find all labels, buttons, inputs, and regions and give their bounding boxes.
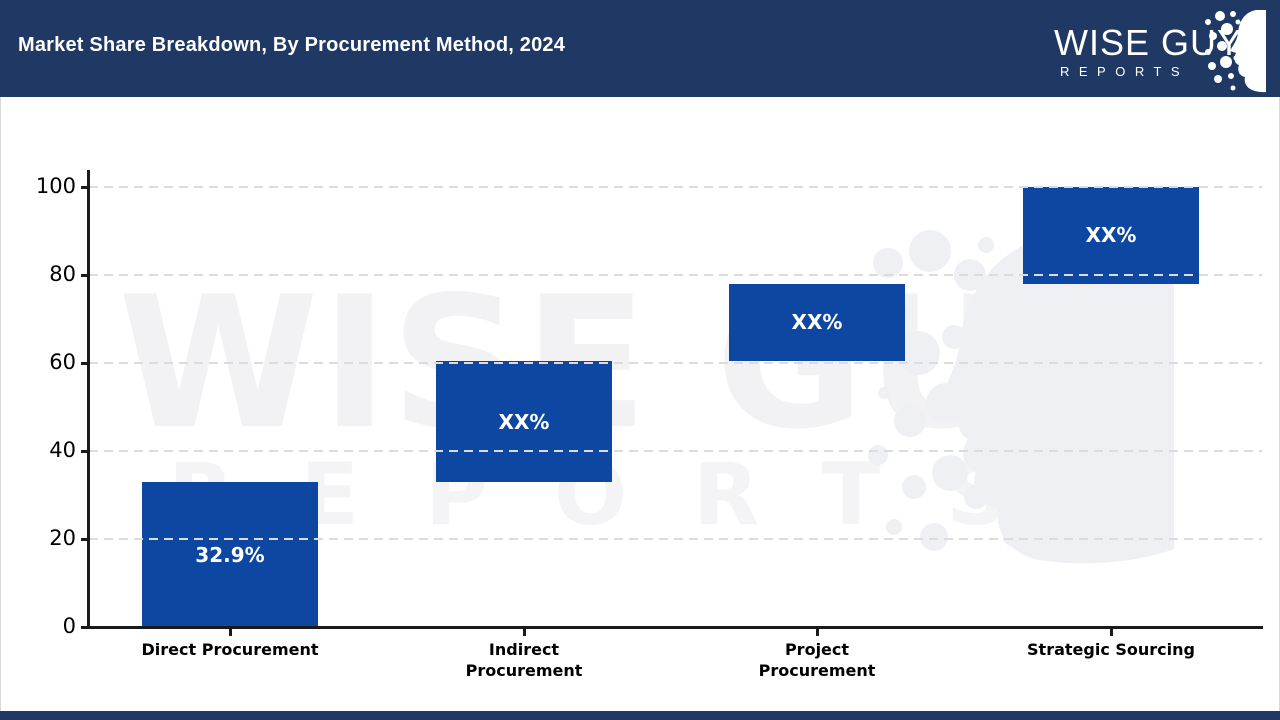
waterfall-bar: 32.9%	[142, 482, 318, 627]
chart-title: Market Share Breakdown, By Procurement M…	[18, 34, 566, 56]
y-tick-mark	[81, 450, 87, 453]
x-tick-mark	[1110, 628, 1113, 636]
x-tick-mark	[523, 628, 526, 636]
y-tick-label: 60	[49, 350, 76, 374]
x-axis-label: Indirect Procurement	[465, 640, 583, 680]
y-tick-mark	[81, 362, 87, 365]
x-tick-mark	[229, 628, 232, 636]
gridline	[89, 538, 1262, 540]
y-tick-label: 80	[49, 262, 76, 286]
x-tick-mark	[816, 628, 819, 636]
y-tick-mark	[81, 186, 87, 189]
brand-face-icon	[1205, 10, 1266, 93]
brand-name: WISE GUY	[1054, 22, 1243, 63]
bar-value-label: XX%	[1085, 223, 1137, 248]
waterfall-bar: XX%	[1023, 187, 1199, 284]
y-tick-mark	[81, 538, 87, 541]
y-tick-mark	[81, 274, 87, 277]
x-axis-line	[87, 626, 1263, 629]
waterfall-bar: XX%	[436, 360, 612, 483]
waterfall-bar: XX%	[729, 283, 905, 361]
watermark-face-icon	[862, 230, 1174, 564]
x-axis-label: Strategic Sourcing	[1027, 640, 1195, 659]
gridline	[89, 186, 1262, 188]
x-axis-label: Project Procurement	[758, 640, 876, 680]
y-axis-line	[87, 170, 90, 628]
bar-value-label: XX%	[791, 310, 843, 335]
brand-subtitle: REPORTS	[1060, 64, 1190, 79]
y-tick-label: 0	[62, 614, 76, 638]
x-axis-label: Direct Procurement	[141, 640, 319, 659]
gridline	[89, 274, 1262, 276]
y-tick-label: 100	[35, 174, 76, 198]
bar-value-label: 32.9%	[195, 542, 265, 567]
report-header: Market Share Breakdown, By Procurement M…	[0, 0, 1280, 97]
brand-logo: WISE GUY REPORTS	[1026, 8, 1266, 93]
y-tick-label: 20	[49, 526, 76, 550]
gridline	[89, 450, 1262, 452]
y-tick-mark	[81, 626, 87, 629]
y-tick-label: 40	[49, 438, 76, 462]
gridline	[89, 362, 1262, 364]
bar-value-label: XX%	[498, 409, 550, 434]
footer-bar	[0, 711, 1280, 720]
